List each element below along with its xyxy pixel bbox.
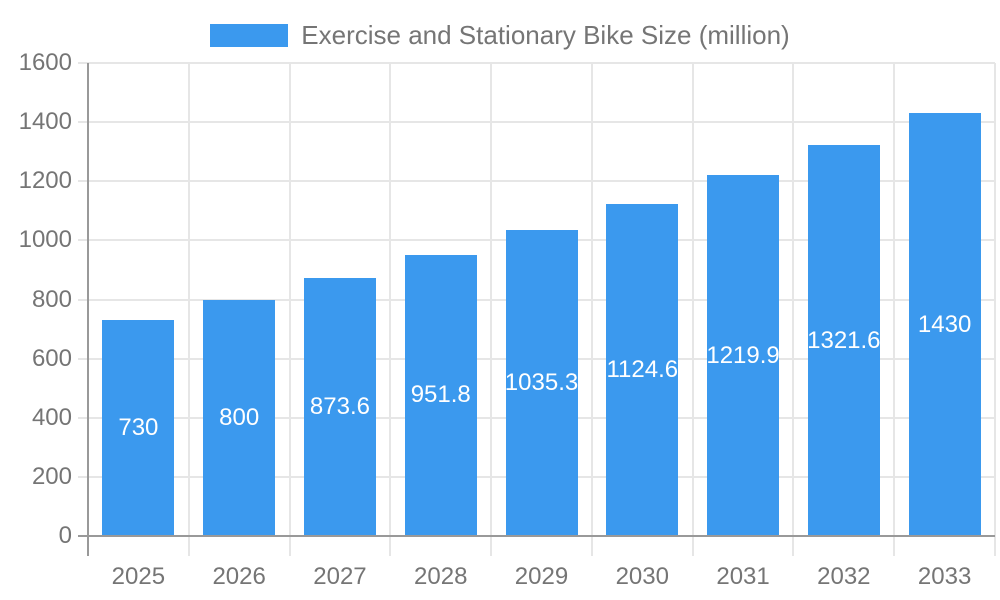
y-gridline bbox=[78, 121, 995, 124]
x-axis-label: 2028 bbox=[414, 563, 468, 590]
y-axis-label: 1400 bbox=[18, 108, 72, 136]
y-axis-label: 400 bbox=[31, 403, 72, 431]
y-axis-line bbox=[87, 63, 89, 556]
legend-swatch bbox=[210, 24, 289, 47]
bar-value-label: 1321.6 bbox=[807, 326, 881, 354]
y-axis-label: 800 bbox=[31, 285, 72, 313]
x-axis-label: 2032 bbox=[817, 563, 871, 590]
x-gridline bbox=[187, 63, 190, 556]
bar-2030[interactable] bbox=[606, 203, 679, 536]
bar-value-label: 1124.6 bbox=[606, 355, 679, 383]
x-gridline bbox=[691, 63, 694, 556]
x-axis-label: 2025 bbox=[111, 563, 166, 590]
bar-2025[interactable] bbox=[102, 320, 175, 536]
x-axis-line bbox=[78, 535, 995, 537]
x-gridline bbox=[389, 63, 392, 556]
bar-2026[interactable] bbox=[203, 299, 276, 536]
x-gridline bbox=[288, 63, 291, 556]
bar-value-label: 800 bbox=[219, 403, 260, 431]
y-axis-label: 0 bbox=[58, 522, 72, 549]
x-gridline bbox=[792, 63, 795, 556]
bar-value-label: 873.6 bbox=[309, 392, 370, 420]
y-gridline bbox=[78, 180, 995, 183]
x-axis-label: 2033 bbox=[917, 563, 972, 590]
x-axis-label: 2031 bbox=[716, 563, 770, 590]
y-axis-label: 1200 bbox=[18, 167, 72, 195]
bar-2031[interactable] bbox=[707, 175, 780, 536]
bar-value-label: 951.8 bbox=[410, 381, 471, 409]
x-gridline bbox=[893, 63, 896, 556]
x-gridline bbox=[994, 63, 996, 556]
y-axis-label: 1000 bbox=[18, 226, 72, 254]
bar-2033[interactable] bbox=[908, 113, 981, 536]
y-axis-label: 600 bbox=[31, 344, 72, 372]
bar-2028[interactable] bbox=[404, 254, 477, 536]
bar-value-label: 1035.3 bbox=[504, 368, 579, 396]
x-axis-label: 2026 bbox=[212, 563, 266, 590]
y-axis-label: 1600 bbox=[18, 49, 72, 76]
plot-area: 0 200 400 600 800 1000 1200 1400 1600 730 2025 800 2… bbox=[19, 49, 996, 590]
legend[interactable]: Exercise and Stationary Bike Size (milli… bbox=[0, 20, 1000, 51]
x-axis-label: 2027 bbox=[313, 563, 367, 590]
x-axis-label: 2029 bbox=[514, 563, 569, 590]
y-gridline bbox=[78, 62, 995, 64]
bar-value-label: 1219.9 bbox=[706, 341, 780, 369]
y-axis-label: 200 bbox=[31, 462, 72, 490]
x-axis-label: 2030 bbox=[615, 563, 669, 590]
legend-label: Exercise and Stationary Bike Size (milli… bbox=[301, 20, 790, 50]
x-gridline bbox=[490, 63, 493, 556]
x-gridline bbox=[590, 63, 593, 556]
bar-2027[interactable] bbox=[303, 277, 376, 536]
bar-value-label: 730 bbox=[118, 414, 159, 442]
bar-2029[interactable] bbox=[505, 229, 578, 536]
bar-2032[interactable] bbox=[807, 145, 880, 536]
bar-value-label: 1430 bbox=[917, 310, 972, 338]
